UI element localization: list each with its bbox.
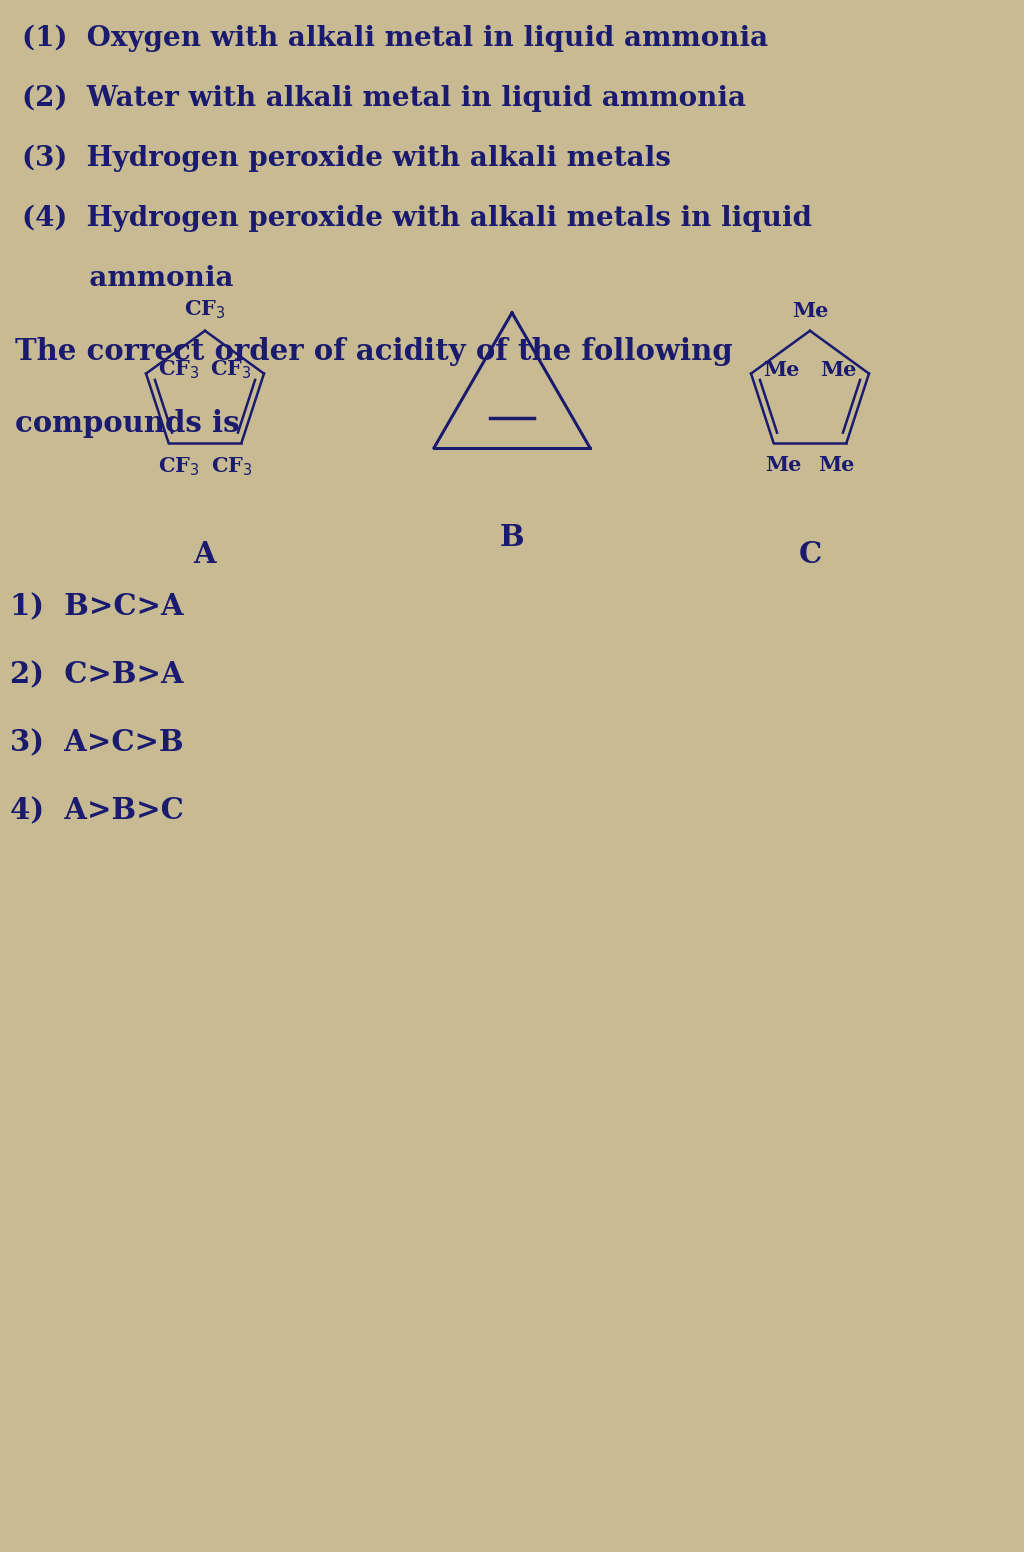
Text: (1)  Oxygen with alkali metal in liquid ammonia: (1) Oxygen with alkali metal in liquid a…	[22, 25, 768, 53]
Text: CF$_3$: CF$_3$	[210, 359, 252, 380]
Text: 4)  A>B>C: 4) A>B>C	[10, 796, 183, 826]
Text: 2)  C>B>A: 2) C>B>A	[10, 661, 183, 689]
Text: Me: Me	[763, 360, 800, 380]
Text: compounds is: compounds is	[15, 410, 240, 438]
Text: A: A	[194, 540, 216, 568]
Text: CF$_3$: CF$_3$	[158, 359, 200, 380]
Text: Me: Me	[765, 455, 802, 475]
Text: 3)  A>C>B: 3) A>C>B	[10, 729, 183, 757]
Text: (2)  Water with alkali metal in liquid ammonia: (2) Water with alkali metal in liquid am…	[22, 85, 746, 112]
Text: (4)  Hydrogen peroxide with alkali metals in liquid: (4) Hydrogen peroxide with alkali metals…	[22, 205, 812, 233]
Text: CF$_3$: CF$_3$	[158, 455, 200, 478]
Text: Me: Me	[820, 360, 857, 380]
Text: Me: Me	[818, 455, 855, 475]
Text: (3)  Hydrogen peroxide with alkali metals: (3) Hydrogen peroxide with alkali metals	[22, 144, 671, 172]
Text: CF$_3$: CF$_3$	[184, 298, 226, 321]
Text: C: C	[799, 540, 821, 568]
Text: 1)  B>C>A: 1) B>C>A	[10, 593, 183, 622]
Text: ammonia: ammonia	[22, 265, 233, 292]
Text: Me: Me	[792, 301, 828, 321]
Text: The correct order of acidity of the following: The correct order of acidity of the foll…	[15, 337, 732, 366]
Text: CF$_3$: CF$_3$	[211, 455, 252, 478]
Text: B: B	[500, 523, 524, 553]
